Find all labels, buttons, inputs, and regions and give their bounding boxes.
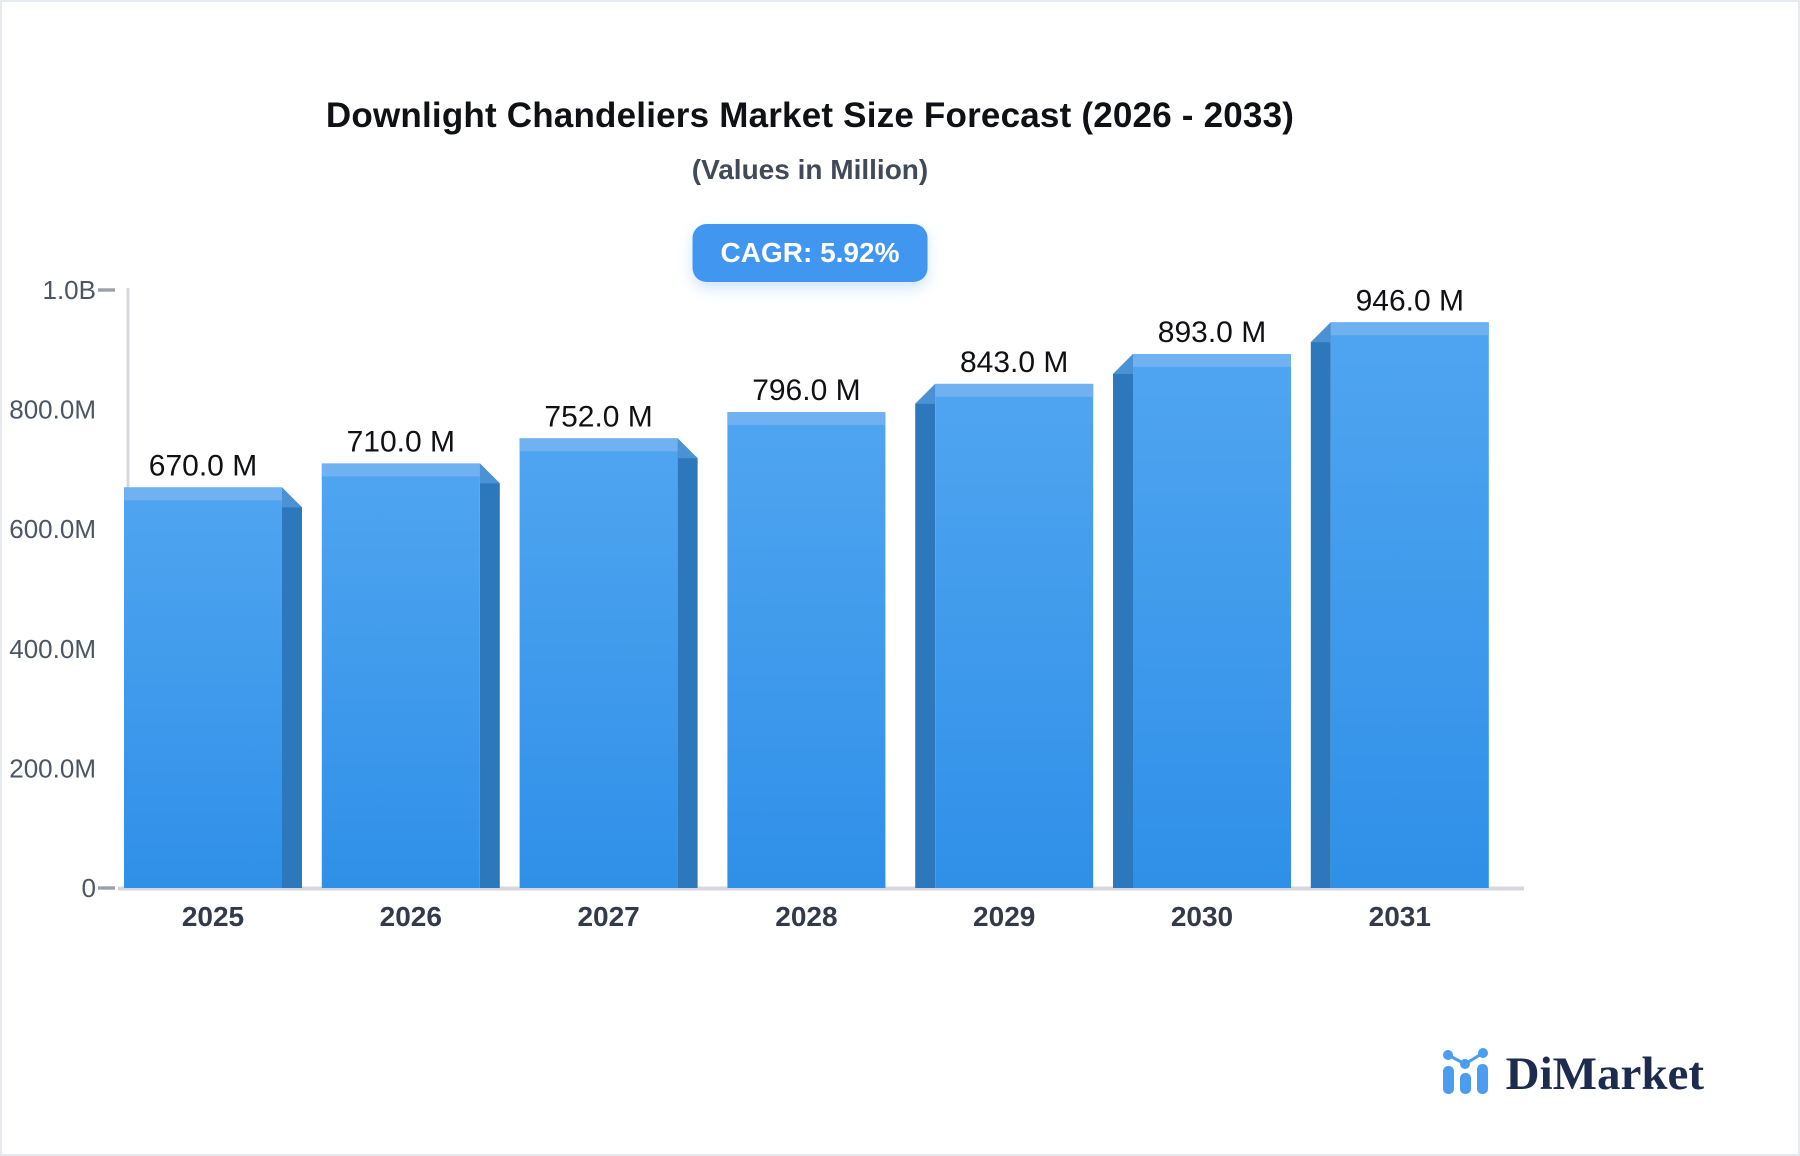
bar-side-2025 <box>282 487 302 888</box>
bar-2028 <box>727 411 886 888</box>
x-axis-label: 2029 <box>973 901 1035 932</box>
y-axis-label: 400.0M <box>9 634 96 664</box>
x-axis-label: 2031 <box>1369 901 1431 932</box>
x-axis-line <box>118 886 1524 891</box>
bar-bevel-2029 <box>915 383 936 404</box>
x-axis-label: 2030 <box>1171 901 1233 932</box>
chart-header: Downlight Chandeliers Market Size Foreca… <box>0 96 1620 186</box>
y-axis-tick <box>98 288 115 292</box>
bar-value-label: 796.0 M <box>752 374 860 407</box>
chart-subtitle: (Values in Million) <box>691 154 929 185</box>
y-axis-label: 1.0B <box>43 275 97 305</box>
bar-bevel-2031 <box>1310 322 1331 343</box>
bar-value-label: 670.0 M <box>149 449 257 482</box>
bar-value-label: 893.0 M <box>1158 316 1266 349</box>
bar-2030 <box>1133 353 1291 889</box>
bar-side-2026 <box>479 463 500 888</box>
bar-cap-2031 <box>1330 322 1489 336</box>
y-axis-label: 200.0M <box>9 753 96 783</box>
bar-cap-2029 <box>935 383 1094 397</box>
dimarket-logo: DiMarket <box>1438 1042 1704 1098</box>
bar-value-label: 843.0 M <box>960 346 1068 379</box>
x-axis-label: 2028 <box>775 901 837 932</box>
bar-bevel-2030 <box>1113 353 1133 374</box>
bar-side-2029 <box>915 383 936 888</box>
bar-cap-2025 <box>124 487 282 501</box>
x-axis-label: 2026 <box>380 901 442 932</box>
bar-side-2027 <box>677 438 698 888</box>
bar-2025 <box>124 487 282 888</box>
x-axis-label: 2025 <box>182 901 244 932</box>
bar-value-label: 710.0 M <box>347 425 455 458</box>
bar-bevel-2025 <box>282 487 302 508</box>
bar-bevel-2026 <box>479 463 500 484</box>
x-axis-label: 2027 <box>577 901 639 932</box>
bar-2029 <box>935 383 1094 888</box>
bar-2027 <box>519 438 678 888</box>
chart-title: Downlight Chandeliers Market Size Foreca… <box>325 96 1295 135</box>
bar-cap-2027 <box>519 438 678 452</box>
mini-bar-chart-logo-icon <box>1442 1048 1488 1094</box>
bar-value-label: 752.0 M <box>544 400 652 433</box>
bar-cap-2030 <box>1133 353 1291 367</box>
y-axis-label: 800.0M <box>9 395 96 425</box>
cagr-badge: CAGR: 5.92% <box>692 224 928 282</box>
bar-bevel-2027 <box>677 438 698 459</box>
y-axis-label: 600.0M <box>9 514 96 544</box>
bar-2031 <box>1330 322 1489 888</box>
bar-cap-2028 <box>727 411 886 425</box>
logo-text: DiMarket <box>1505 1048 1704 1100</box>
bar-side-2030 <box>1113 353 1133 889</box>
bar-side-2031 <box>1310 322 1331 888</box>
y-axis-tick <box>98 886 115 890</box>
bar-value-label: 946.0 M <box>1356 284 1464 317</box>
y-axis-label: 0 <box>82 873 96 903</box>
bar-cap-2026 <box>321 463 480 477</box>
bar-2026 <box>321 463 480 888</box>
